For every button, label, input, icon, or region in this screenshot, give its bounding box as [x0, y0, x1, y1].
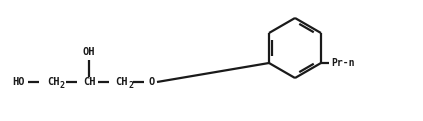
Text: O: O [149, 77, 155, 87]
Text: Pr-n: Pr-n [331, 58, 354, 68]
Text: 2: 2 [60, 80, 64, 90]
Text: CH: CH [47, 77, 59, 87]
Text: CH: CH [83, 77, 95, 87]
Text: HO: HO [12, 77, 25, 87]
Text: 2: 2 [129, 80, 134, 90]
Text: CH: CH [116, 77, 128, 87]
Text: OH: OH [83, 47, 95, 57]
